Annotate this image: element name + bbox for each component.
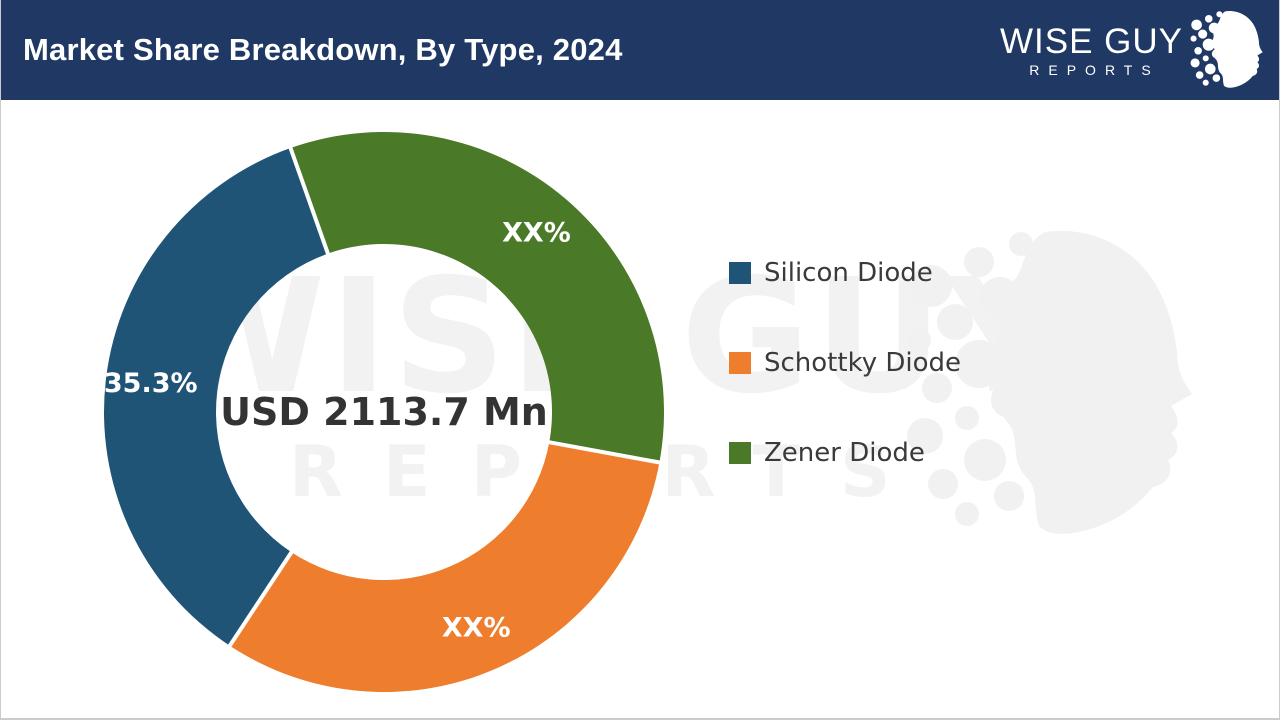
segment-separator — [288, 146, 331, 256]
logo-wordmark: WISE GUY — [999, 21, 1183, 61]
chart-legend: Silicon Diode Schottky Diode Zener Diode — [729, 258, 962, 468]
logo-head-icon — [1189, 8, 1265, 92]
legend-swatch-zener — [729, 442, 751, 464]
segment-separator — [547, 440, 661, 465]
legend-label: Silicon Diode — [764, 258, 933, 288]
donut-chart: XX% XX% 35.3% — [103, 132, 665, 693]
segment-value-label: 35.3% — [104, 368, 198, 399]
logo-text: WISE GUY REPORTS — [1000, 24, 1183, 77]
donut-segment-zener-diode[interactable] — [290, 132, 665, 463]
legend-item-silicon-diode[interactable]: Silicon Diode — [729, 258, 961, 288]
header-bar: Market Share Breakdown, By Type, 2024 WI… — [1, 0, 1279, 100]
donut-segment-schottky-diode[interactable] — [229, 442, 660, 693]
legend-label: Zener Diode — [764, 438, 925, 468]
page-title: Market Share Breakdown, By Type, 2024 — [23, 32, 623, 67]
legend-item-zener-diode[interactable]: Zener Diode — [729, 438, 961, 468]
wise-guy-logo: WISE GUY REPORTS — [1000, 8, 1265, 92]
donut-center-value: USD 2113.7 Mn — [220, 390, 548, 434]
legend-label: Schottky Diode — [764, 348, 962, 378]
logo-subtitle: REPORTS — [1029, 61, 1160, 78]
segment-separator — [227, 550, 294, 648]
chart-area: WISE GUY REPORTS XX%XX%35.3% USD 2113.7 … — [1, 100, 1279, 718]
legend-swatch-silicon — [729, 262, 751, 284]
legend-swatch-schottky — [729, 352, 751, 374]
segment-value-label: XX% — [442, 613, 511, 644]
segment-value-label: XX% — [502, 218, 571, 249]
legend-item-schottky-diode[interactable]: Schottky Diode — [729, 348, 962, 378]
donut-segment-silicon-diode[interactable] — [103, 148, 328, 646]
